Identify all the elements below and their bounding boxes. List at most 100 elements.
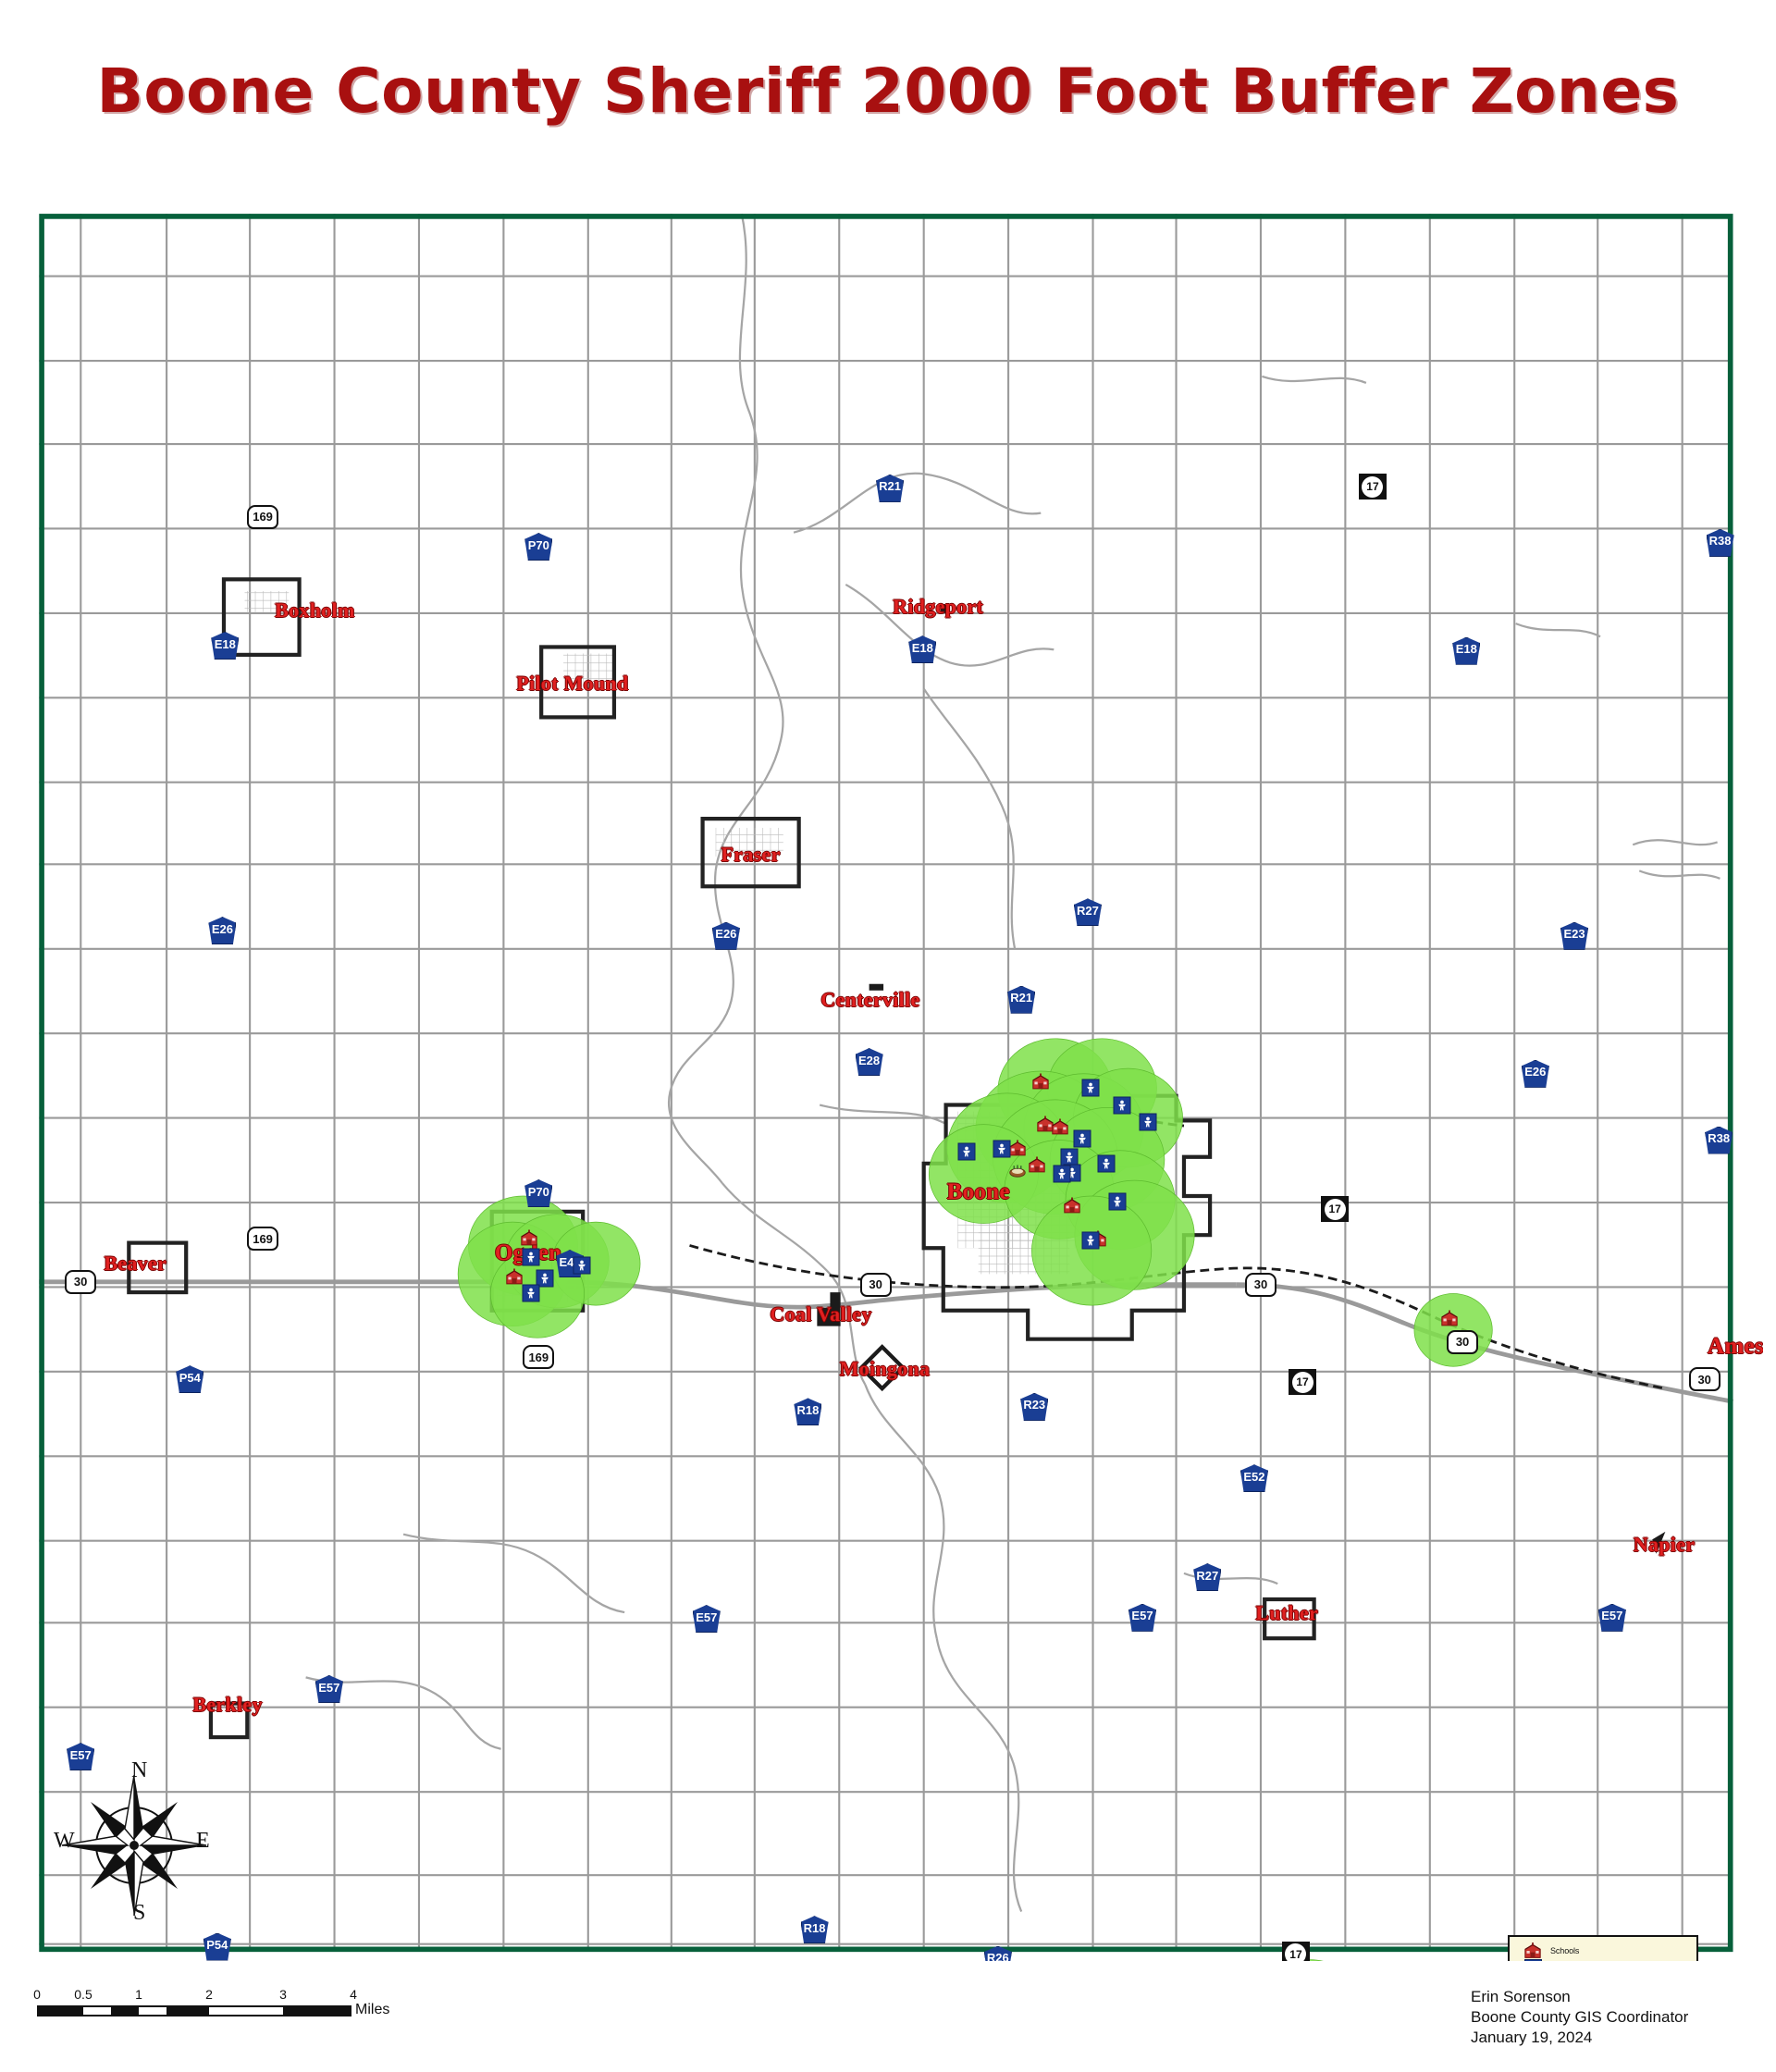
county-route-shield-icon: E18 <box>908 635 937 664</box>
county-route-shield-icon: E23 <box>1560 921 1589 950</box>
highway-shield-p70: P70 <box>524 533 553 561</box>
county-route-shield-icon: R21 <box>1007 985 1036 1014</box>
map-credits: Erin Sorenson Boone County GIS Coordinat… <box>1471 1987 1688 2047</box>
state-highway-shield-icon: 17 <box>1281 1941 1310 1961</box>
county-route-shield-icon: R18 <box>794 1398 822 1426</box>
school-icon <box>1028 1156 1046 1178</box>
daycare-icon <box>1053 1165 1071 1183</box>
school-icon <box>1440 1310 1459 1332</box>
county-route-shield-icon: R23 <box>1020 1392 1049 1421</box>
school-icon <box>1036 1116 1054 1138</box>
highway-shield-30: 30 <box>1688 1367 1720 1392</box>
legend-row: Schools <box>1515 1942 1691 1959</box>
county-route-shield-icon: E26 <box>208 917 237 945</box>
county-route-shield-icon: E57 <box>1597 1603 1626 1632</box>
highway-shield-e26: E26 <box>711 921 740 950</box>
us-highway-shield-icon: 30 <box>1245 1272 1277 1297</box>
scale-tick: 3 <box>279 1987 287 2002</box>
county-route-shield-icon: R27 <box>1193 1563 1222 1592</box>
scale-bar-ticks: 0 0.5 1 2 3 4 <box>33 1987 357 2004</box>
highway-shield-e57: E57 <box>314 1675 343 1704</box>
legend-row: Day Care Providers <box>1515 1959 1691 1961</box>
county-route-shield-icon: R21 <box>876 474 905 502</box>
credit-date: January 19, 2024 <box>1471 2028 1593 2046</box>
us-highway-shield-icon: 169 <box>247 504 279 529</box>
highway-shield-169: 169 <box>247 1227 279 1252</box>
scale-tick: 0 <box>33 1987 41 2002</box>
highway-shield-17: 17 <box>1281 1941 1310 1961</box>
highway-shield-r27: R27 <box>1193 1563 1222 1592</box>
county-route-shield-icon: E52 <box>1240 1464 1268 1493</box>
map-legend: SchoolsDay Care ProvidersBoone High Foot… <box>1508 1935 1698 1961</box>
school-icon <box>1031 1073 1050 1095</box>
credit-role: Boone County GIS Coordinator <box>1471 2007 1689 2026</box>
highway-shield-r38: R38 <box>1706 528 1734 557</box>
county-route-shield-icon: P70 <box>524 533 553 561</box>
river-valley-roads <box>305 213 1720 1912</box>
highway-shield-e23: E23 <box>1560 921 1589 950</box>
scale-bar-graphic <box>37 2005 352 2016</box>
highway-shield-p54: P54 <box>176 1365 204 1394</box>
school-icon <box>1051 1118 1069 1141</box>
school-icon <box>1008 1140 1027 1161</box>
buffer-zone <box>1297 1959 1324 1961</box>
highway-shield-r21: R21 <box>876 474 905 502</box>
highway-shield-r27: R27 <box>1073 898 1102 927</box>
compass-north-label: N <box>131 1758 148 1782</box>
highway-shield-r23: R23 <box>1020 1392 1049 1421</box>
highway-shield-30: 30 <box>1447 1329 1479 1354</box>
daycare-icon <box>522 1284 540 1302</box>
highway-shield-r18: R18 <box>800 1916 829 1944</box>
daycare-icon <box>1081 1231 1100 1250</box>
compass-west-label: W <box>54 1829 75 1853</box>
highway-shield-e26: E26 <box>208 917 237 945</box>
highway-shield-e28: E28 <box>855 1048 883 1077</box>
highway-shield-169: 169 <box>523 1345 555 1370</box>
scale-bar-units: Miles <box>355 2002 390 2017</box>
daycare-icon <box>1515 1959 1550 1961</box>
highway-shield-r21: R21 <box>1007 985 1036 1014</box>
highway-shield-e57: E57 <box>67 1743 95 1771</box>
highway-shield-e57: E57 <box>692 1605 721 1634</box>
daycare-icon <box>1113 1096 1130 1115</box>
buffer-zone <box>1031 1195 1153 1306</box>
school-icon <box>520 1229 538 1251</box>
highway-shield-p54: P54 <box>203 1932 231 1961</box>
county-route-shield-icon: R26 <box>983 1945 1012 1961</box>
highway-shield-30: 30 <box>859 1272 892 1297</box>
map-canvas[interactable]: Boxholm Pilot Mound Ridgeport Fraser Centerv… <box>13 194 1763 1961</box>
legend-label: Schools <box>1550 1945 1580 1955</box>
compass-rose: N S E W <box>54 1758 213 1933</box>
state-highway-shield-icon: 17 <box>1358 474 1387 500</box>
us-highway-shield-icon: 169 <box>247 1227 279 1252</box>
county-route-shield-icon: E26 <box>711 921 740 950</box>
us-highway-shield-icon: 30 <box>65 1269 97 1294</box>
corporate-limits <box>127 577 1316 1740</box>
county-route-shield-icon: R38 <box>1706 528 1734 557</box>
highway-shield-e57: E57 <box>1597 1603 1626 1632</box>
county-route-shield-icon: P54 <box>203 1932 231 1961</box>
daycare-icon <box>1081 1079 1100 1097</box>
school-icon <box>1063 1197 1081 1218</box>
daycare-icon <box>573 1256 591 1275</box>
scale-tick: 0.5 <box>74 1987 92 2002</box>
highway-shield-e26: E26 <box>1521 1059 1549 1088</box>
football-field-icon <box>1008 1164 1027 1182</box>
daycare-icon <box>522 1248 540 1266</box>
daycare-icon <box>1097 1154 1116 1173</box>
county-route-shield-icon: P54 <box>176 1365 204 1394</box>
county-route-shield-icon: E28 <box>855 1048 883 1077</box>
daycare-icon <box>1139 1113 1157 1131</box>
county-route-shield-icon: E26 <box>1521 1059 1549 1088</box>
county-route-shield-icon: R27 <box>1073 898 1102 927</box>
county-route-shield-icon: E57 <box>314 1675 343 1704</box>
us-highway-shield-icon: 30 <box>1447 1329 1479 1354</box>
county-route-shield-icon: P70 <box>524 1179 553 1208</box>
page-title: Boone County Sheriff 2000 Foot Buffer Zo… <box>96 56 1680 127</box>
compass-east-label: E <box>196 1829 210 1853</box>
highway-shield-17: 17 <box>1289 1369 1317 1396</box>
compass-south-label: S <box>133 1901 146 1925</box>
daycare-icon <box>1073 1129 1092 1148</box>
daycare-icon <box>1108 1192 1127 1211</box>
scale-tick: 1 <box>135 1987 142 2002</box>
